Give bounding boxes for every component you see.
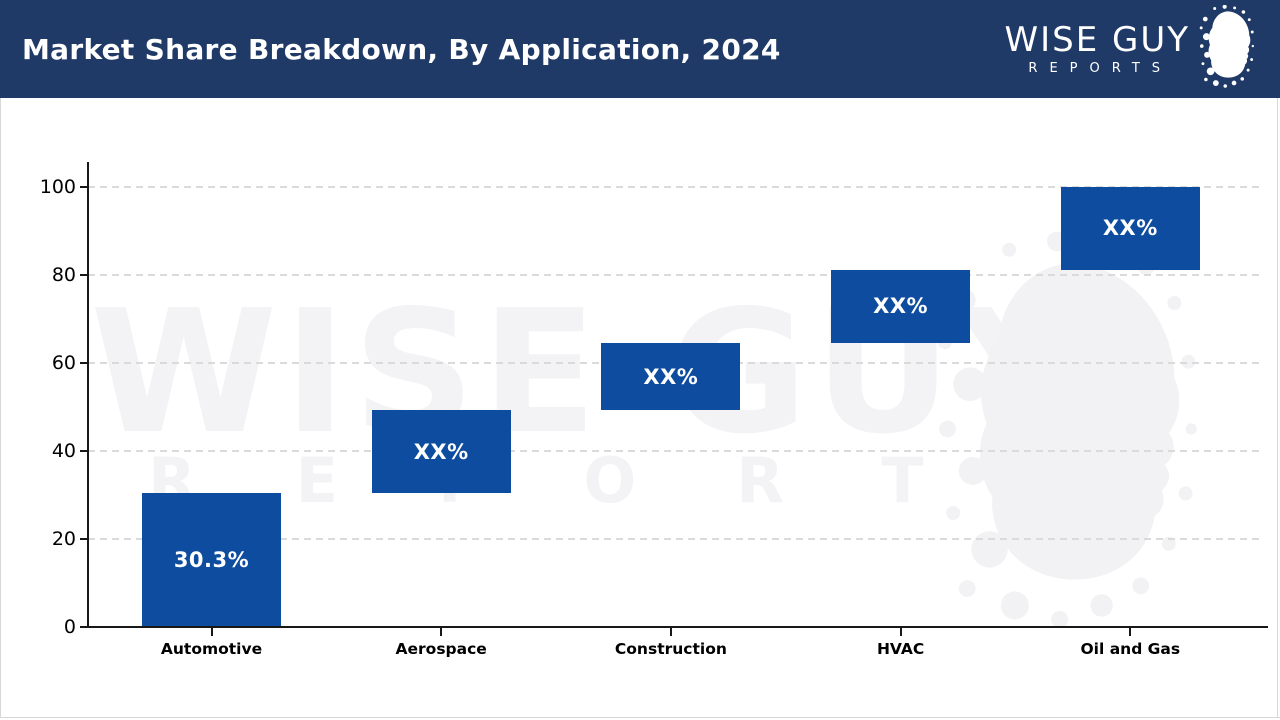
y-axis-line — [87, 162, 89, 628]
y-tick-40 — [80, 449, 88, 452]
x-tick-4 — [1129, 628, 1132, 636]
x-label-1: Aerospace — [395, 640, 487, 658]
y-tick-label-80: 80 — [51, 264, 76, 287]
x-axis-line — [87, 626, 1268, 628]
watermark-subtitle: REPORTS — [148, 444, 1169, 517]
gridline-100 — [88, 186, 1262, 189]
bar-value-label: XX% — [873, 294, 929, 319]
x-label-4: Oil and Gas — [1080, 640, 1181, 658]
logo-subtitle: REPORTS — [1028, 61, 1173, 76]
frame-left-border — [0, 98, 1, 718]
x-label-3: HVAC — [876, 640, 925, 658]
logo-wordmark: WISE GUY — [1004, 20, 1190, 60]
bar-value-label: XX% — [1102, 216, 1158, 241]
wiseguy-logo: WISE GUY REPORTS — [1004, 5, 1258, 93]
y-tick-label-60: 60 — [51, 351, 76, 374]
header-bar: Market Share Breakdown, By Application, … — [0, 0, 1280, 98]
bar-hvac: XX% — [831, 269, 971, 343]
logo-text: WISE GUY REPORTS — [1004, 23, 1190, 75]
plot-area: WISE GUY REPORTS 0 20 40 60 80 100 Automotive A… — [0, 98, 1280, 720]
x-label-2: Construction — [614, 640, 727, 658]
y-tick-20 — [80, 537, 88, 540]
chart-title: Market Share Breakdown, By Application, … — [22, 32, 781, 66]
bar-value-label: 30.3% — [173, 547, 250, 572]
y-tick-80 — [80, 274, 88, 277]
logo-head-icon — [1199, 5, 1254, 88]
gridline-20 — [88, 537, 1262, 540]
y-tick-label-40: 40 — [51, 439, 76, 462]
x-tick-2 — [669, 628, 672, 636]
y-tick-60 — [80, 361, 88, 364]
gridline-80 — [88, 274, 1262, 277]
x-label-0: Automotive — [160, 640, 263, 658]
y-tick-label-100: 100 — [39, 176, 76, 199]
x-tick-3 — [899, 628, 902, 636]
y-tick-label-0: 0 — [63, 615, 76, 638]
frame-bottom-border — [0, 717, 1280, 718]
bar-value-label: XX% — [413, 439, 469, 464]
y-tick-0 — [80, 625, 88, 628]
bar-automotive: 30.3% — [142, 493, 281, 627]
bar-oil-and-gas: XX% — [1060, 187, 1200, 270]
frame-right-border — [1277, 98, 1278, 718]
x-tick-1 — [440, 628, 443, 636]
bar-aerospace: XX% — [371, 410, 511, 494]
bar-construction: XX% — [601, 342, 741, 411]
y-tick-label-20: 20 — [51, 527, 76, 550]
gridline-40 — [88, 449, 1262, 452]
x-tick-0 — [210, 628, 213, 636]
bar-value-label: XX% — [643, 364, 699, 389]
y-tick-100 — [80, 186, 88, 189]
